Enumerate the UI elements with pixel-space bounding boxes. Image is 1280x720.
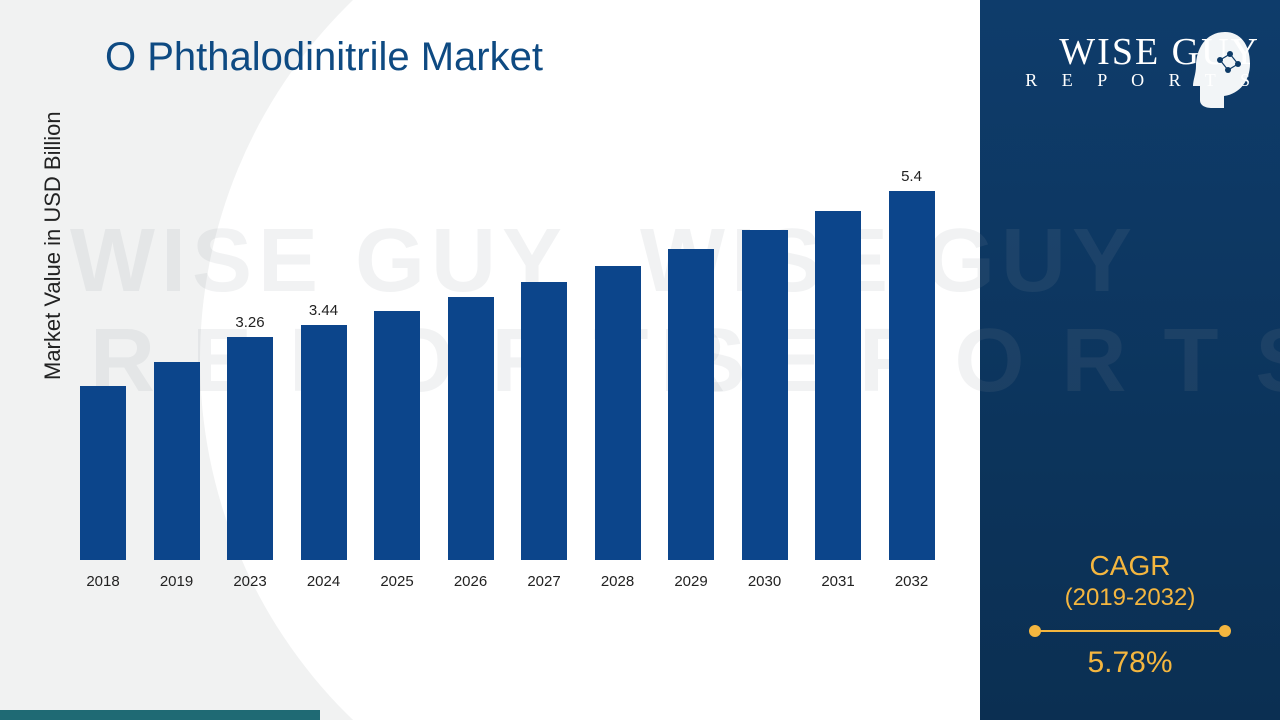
bar: [301, 325, 347, 560]
bar: [595, 266, 641, 560]
x-tick-label: 2019: [160, 573, 193, 590]
cagr-range: (2019-2032): [980, 584, 1280, 612]
x-tick-label: 2029: [674, 573, 707, 590]
cagr-block: CAGR (2019-2032) 5.78%: [980, 550, 1280, 680]
bar: [80, 386, 126, 560]
bar: [668, 249, 714, 560]
cagr-label: CAGR: [980, 550, 1280, 582]
x-tick-label: 2024: [307, 573, 340, 590]
x-tick-label: 2026: [454, 573, 487, 590]
x-tick-label: 2030: [748, 573, 781, 590]
x-tick-label: 2032: [895, 573, 928, 590]
brand-head-icon: [1190, 30, 1260, 110]
bar-chart: 3.26 3.44 5.4 2018 2019 2023 2024 2025 2026 2027…: [80, 170, 960, 590]
x-tick-label: 2023: [233, 573, 266, 590]
bar: [815, 211, 861, 560]
bar-value-label: 5.4: [901, 168, 922, 185]
x-tick-label: 2027: [527, 573, 560, 590]
bar: [154, 362, 200, 560]
bar: [742, 230, 788, 560]
footer-accent-bar: [0, 710, 320, 720]
bar: [889, 191, 935, 560]
bar: [521, 282, 567, 560]
bar-value-label: 3.26: [235, 314, 264, 331]
chart-title: O Phthalodinitrile Market: [105, 35, 543, 80]
x-tick-label: 2031: [821, 573, 854, 590]
x-tick-label: 2018: [86, 573, 119, 590]
infographic-stage: O Phthalodinitrile Market WISE GUY R E P…: [0, 0, 1280, 720]
x-tick-label: 2025: [380, 573, 413, 590]
y-axis-label: Market Value in USD Billion: [40, 111, 66, 380]
x-tick-label: 2028: [601, 573, 634, 590]
cagr-divider: [1035, 630, 1225, 632]
cagr-value: 5.78%: [980, 646, 1280, 680]
bar-value-label: 3.44: [309, 302, 338, 319]
bar: [374, 311, 420, 560]
bar: [227, 337, 273, 560]
bar: [448, 297, 494, 560]
plot-area: 3.26 3.44 5.4: [80, 170, 960, 560]
